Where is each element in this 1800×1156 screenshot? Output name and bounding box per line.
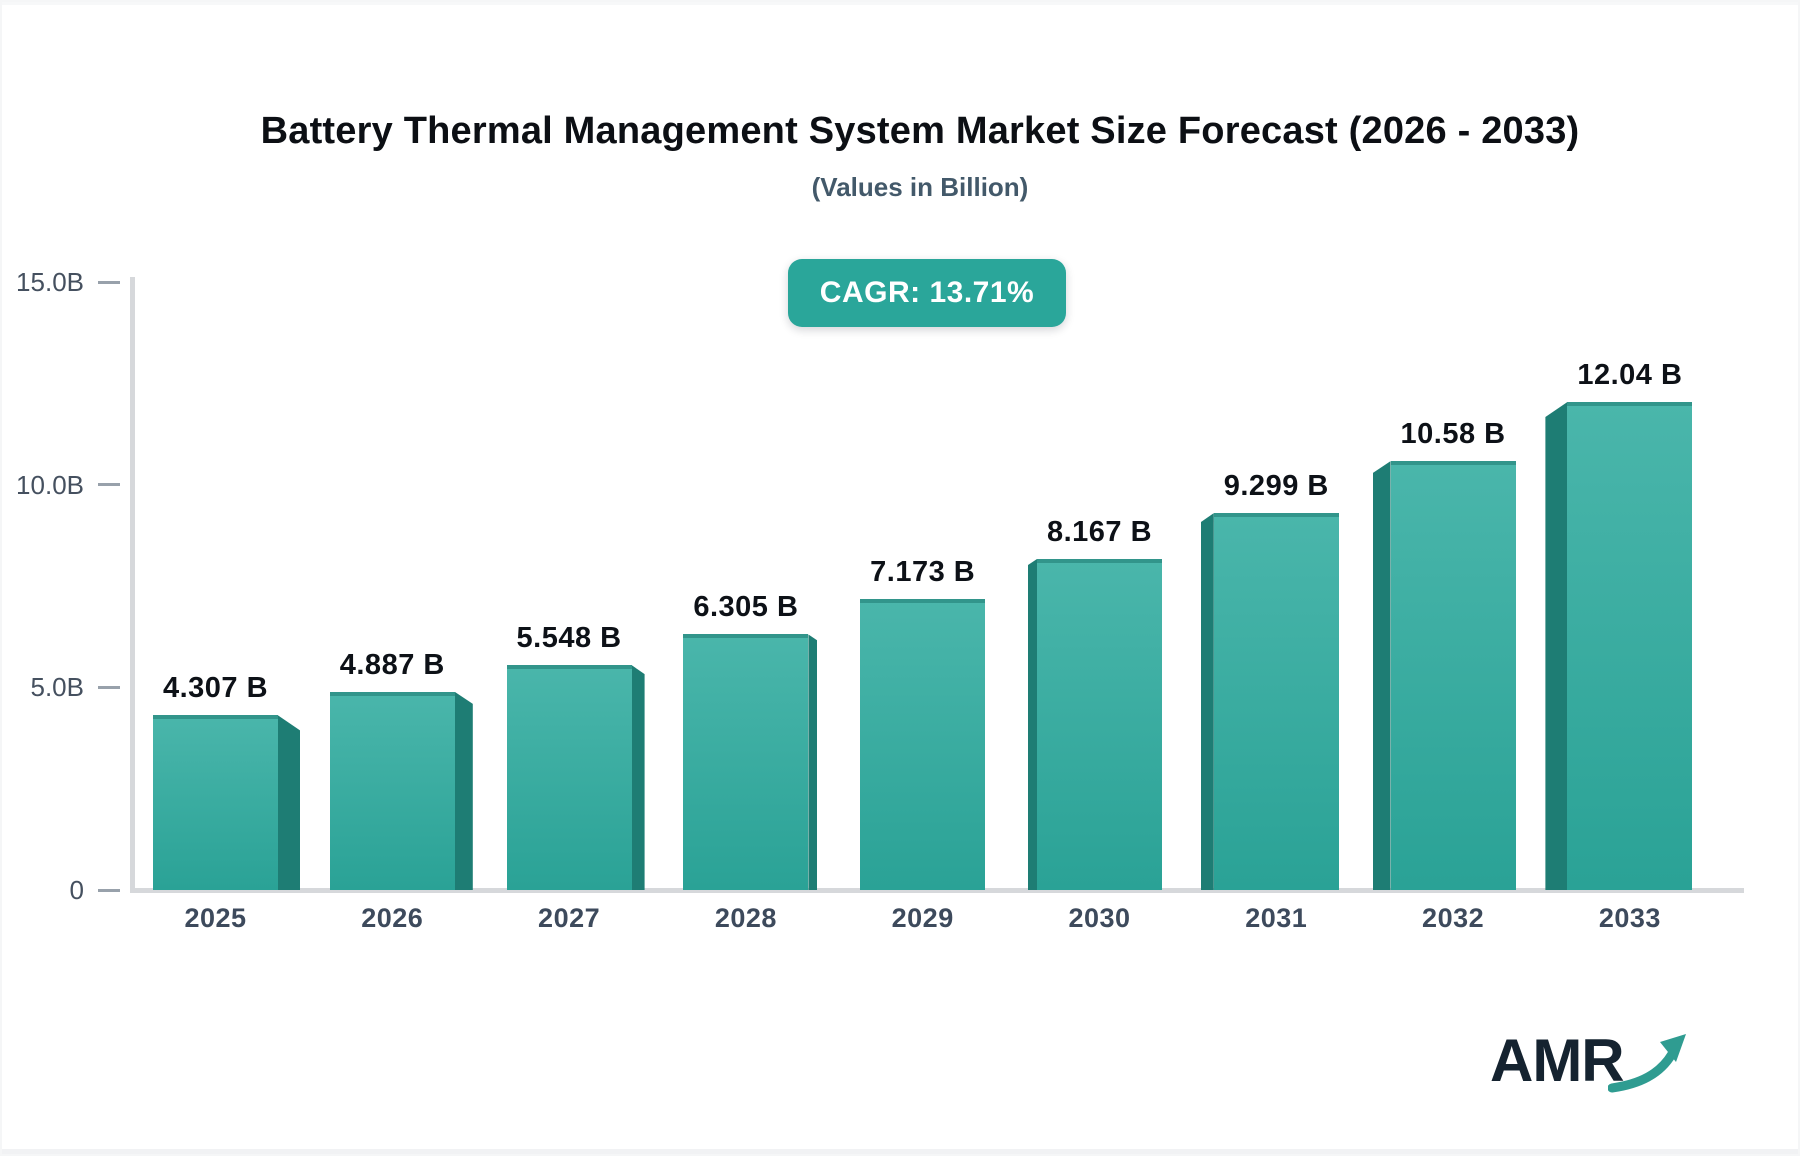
x-tick-label-2025: 2025: [184, 903, 247, 933]
bar-3d-side-2033: [1545, 401, 1568, 890]
cagr-badge-label: CAGR: 13.71%: [819, 276, 1035, 309]
bar-2028: [683, 634, 809, 890]
bar-2025: [153, 715, 278, 890]
page-bottom-edge: [2, 1149, 1798, 1154]
y-tick-label: 10.0B: [16, 469, 84, 500]
y-tick-label: 15.0B: [16, 267, 84, 297]
bar-2029: [860, 599, 986, 890]
y-tick-mark: [98, 280, 120, 284]
y-tick-label: 5.0B: [30, 672, 85, 703]
amr-logo-text: AMR: [1490, 1027, 1625, 1094]
bar-3d-side-2026: [454, 691, 473, 890]
bar-3d-side-2032: [1372, 461, 1391, 890]
x-tick-label-2028: 2028: [714, 903, 777, 933]
bar-value-label-2027: 5.548 B: [516, 622, 622, 655]
y-tick-mark: [98, 888, 120, 892]
bar-value-label-2033: 12.04 B: [1577, 358, 1683, 391]
bar-3d-side-2030: [1028, 558, 1037, 890]
bar-3d-side-2025: [278, 715, 300, 890]
y-axis-line: [130, 277, 135, 893]
bar-2033: [1567, 401, 1693, 890]
bar-value-label-2025: 4.307 B: [162, 672, 269, 705]
chart-title: Battery Thermal Management System Market…: [260, 110, 1580, 152]
bar-value-label-2030: 8.167 B: [1046, 515, 1153, 548]
bar-value-label-2028: 6.305 B: [693, 591, 799, 624]
cagr-badge: CAGR: 13.71%: [788, 259, 1066, 327]
x-tick-label-2030: 2030: [1068, 903, 1131, 933]
page-top-edge: [2, 2, 1798, 5]
y-tick-mark: [98, 685, 120, 689]
x-tick-label-2027: 2027: [538, 903, 601, 933]
x-tick-label-2032: 2032: [1422, 903, 1485, 933]
bar-2027: [506, 665, 632, 890]
growth-arrow-icon: [1608, 1034, 1686, 1093]
x-tick-label-2031: 2031: [1245, 903, 1308, 933]
bar-value-label-2032: 10.58 B: [1400, 418, 1506, 451]
bar-value-label-2029: 7.173 B: [870, 556, 976, 589]
y-tick-mark: [98, 483, 120, 487]
bar-3d-side-2031: [1200, 513, 1214, 890]
x-tick-label-2026: 2026: [361, 903, 424, 933]
bar-3d-side-2027: [631, 665, 645, 890]
bar-value-label-2026: 4.887 B: [339, 648, 445, 681]
bar-2026: [329, 691, 455, 890]
x-axis-line: [130, 888, 1744, 893]
amr-logo: AMR: [1490, 1030, 1690, 1102]
bar-3d-side-2028: [808, 634, 818, 890]
x-tick-label-2029: 2029: [891, 903, 954, 933]
bar-2032: [1390, 461, 1516, 890]
bar-value-label-2031: 9.299 B: [1223, 470, 1329, 503]
chart-subtitle: (Values in Billion): [811, 172, 1029, 202]
y-tick-label: 0: [69, 875, 84, 905]
bar-2030: [1037, 558, 1162, 890]
bar-2031: [1213, 513, 1339, 890]
x-tick-label-2033: 2033: [1598, 903, 1661, 933]
